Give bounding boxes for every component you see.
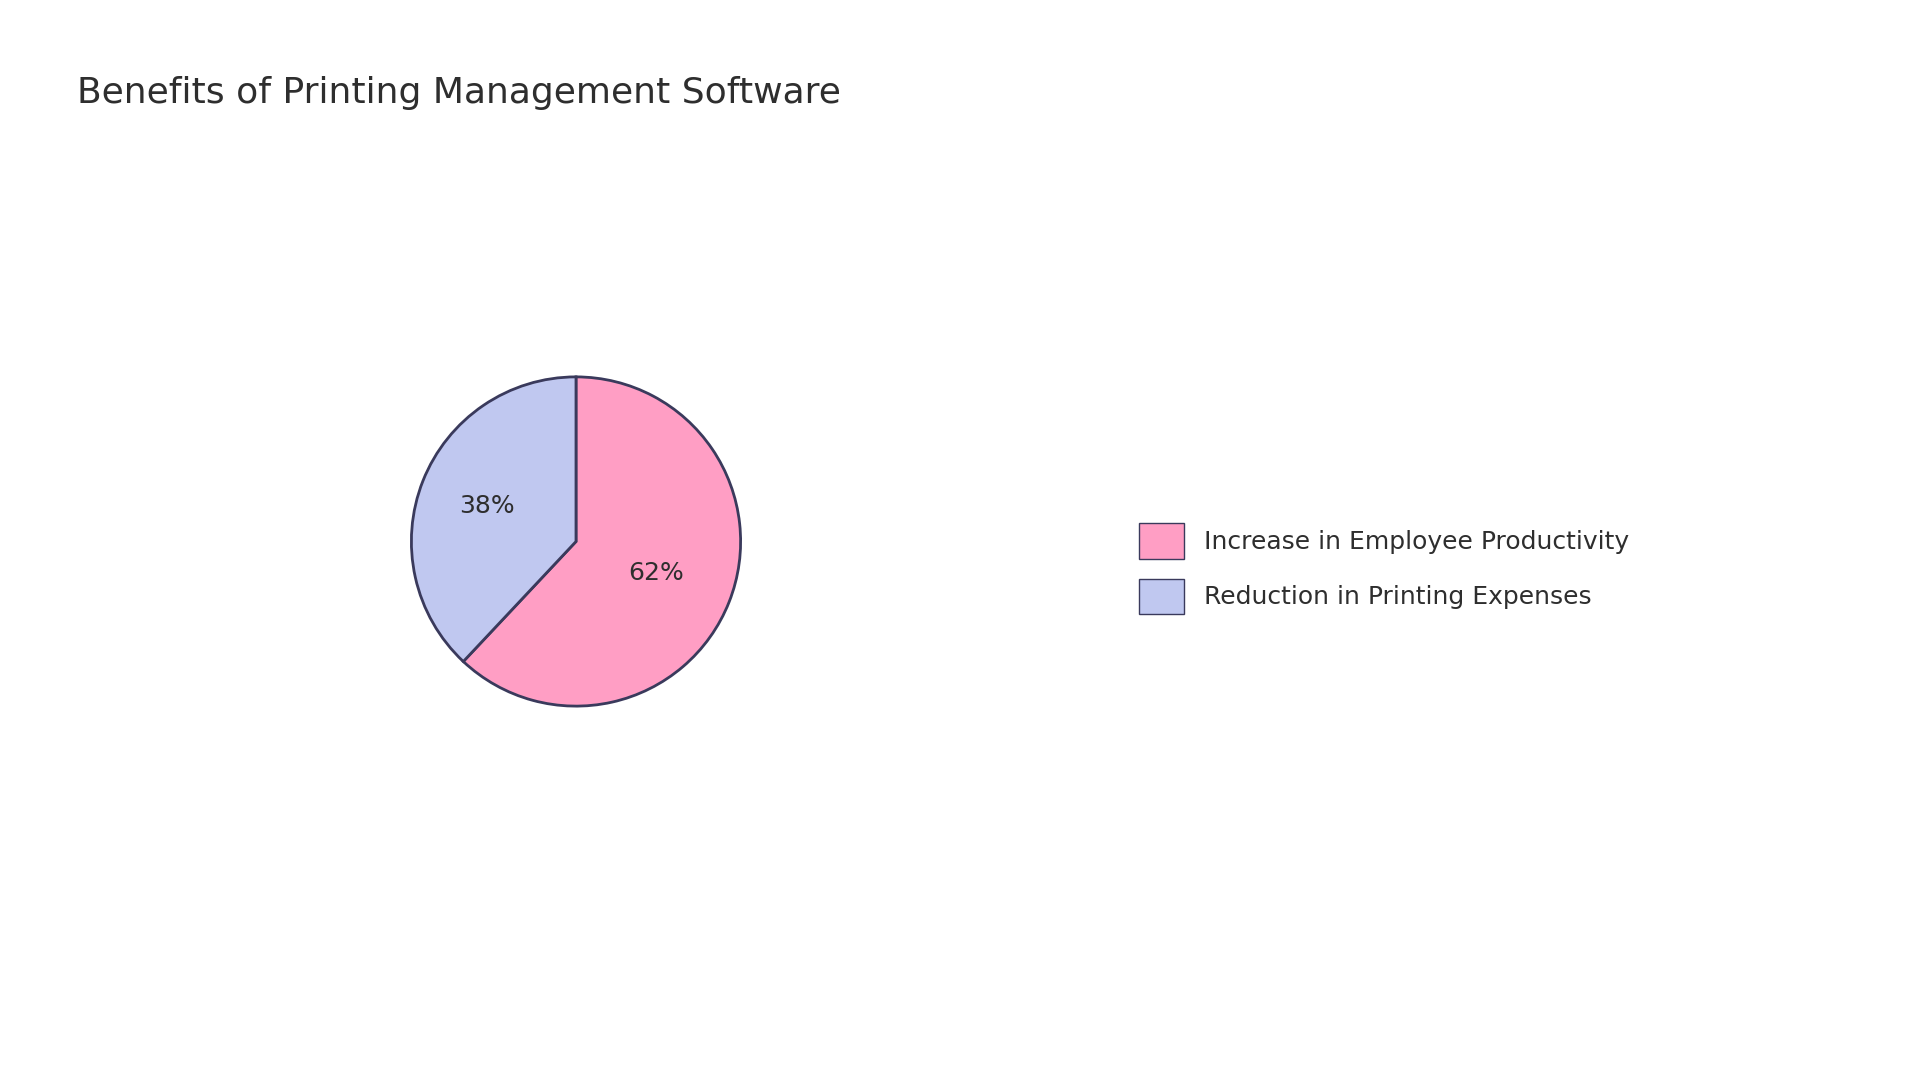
- Text: 62%: 62%: [628, 561, 684, 586]
- Text: Benefits of Printing Management Software: Benefits of Printing Management Software: [77, 76, 841, 109]
- Wedge shape: [463, 377, 741, 706]
- Legend: Increase in Employee Productivity, Reduction in Printing Expenses: Increase in Employee Productivity, Reduc…: [1127, 511, 1642, 626]
- Wedge shape: [411, 377, 576, 662]
- Text: 38%: 38%: [459, 495, 515, 519]
